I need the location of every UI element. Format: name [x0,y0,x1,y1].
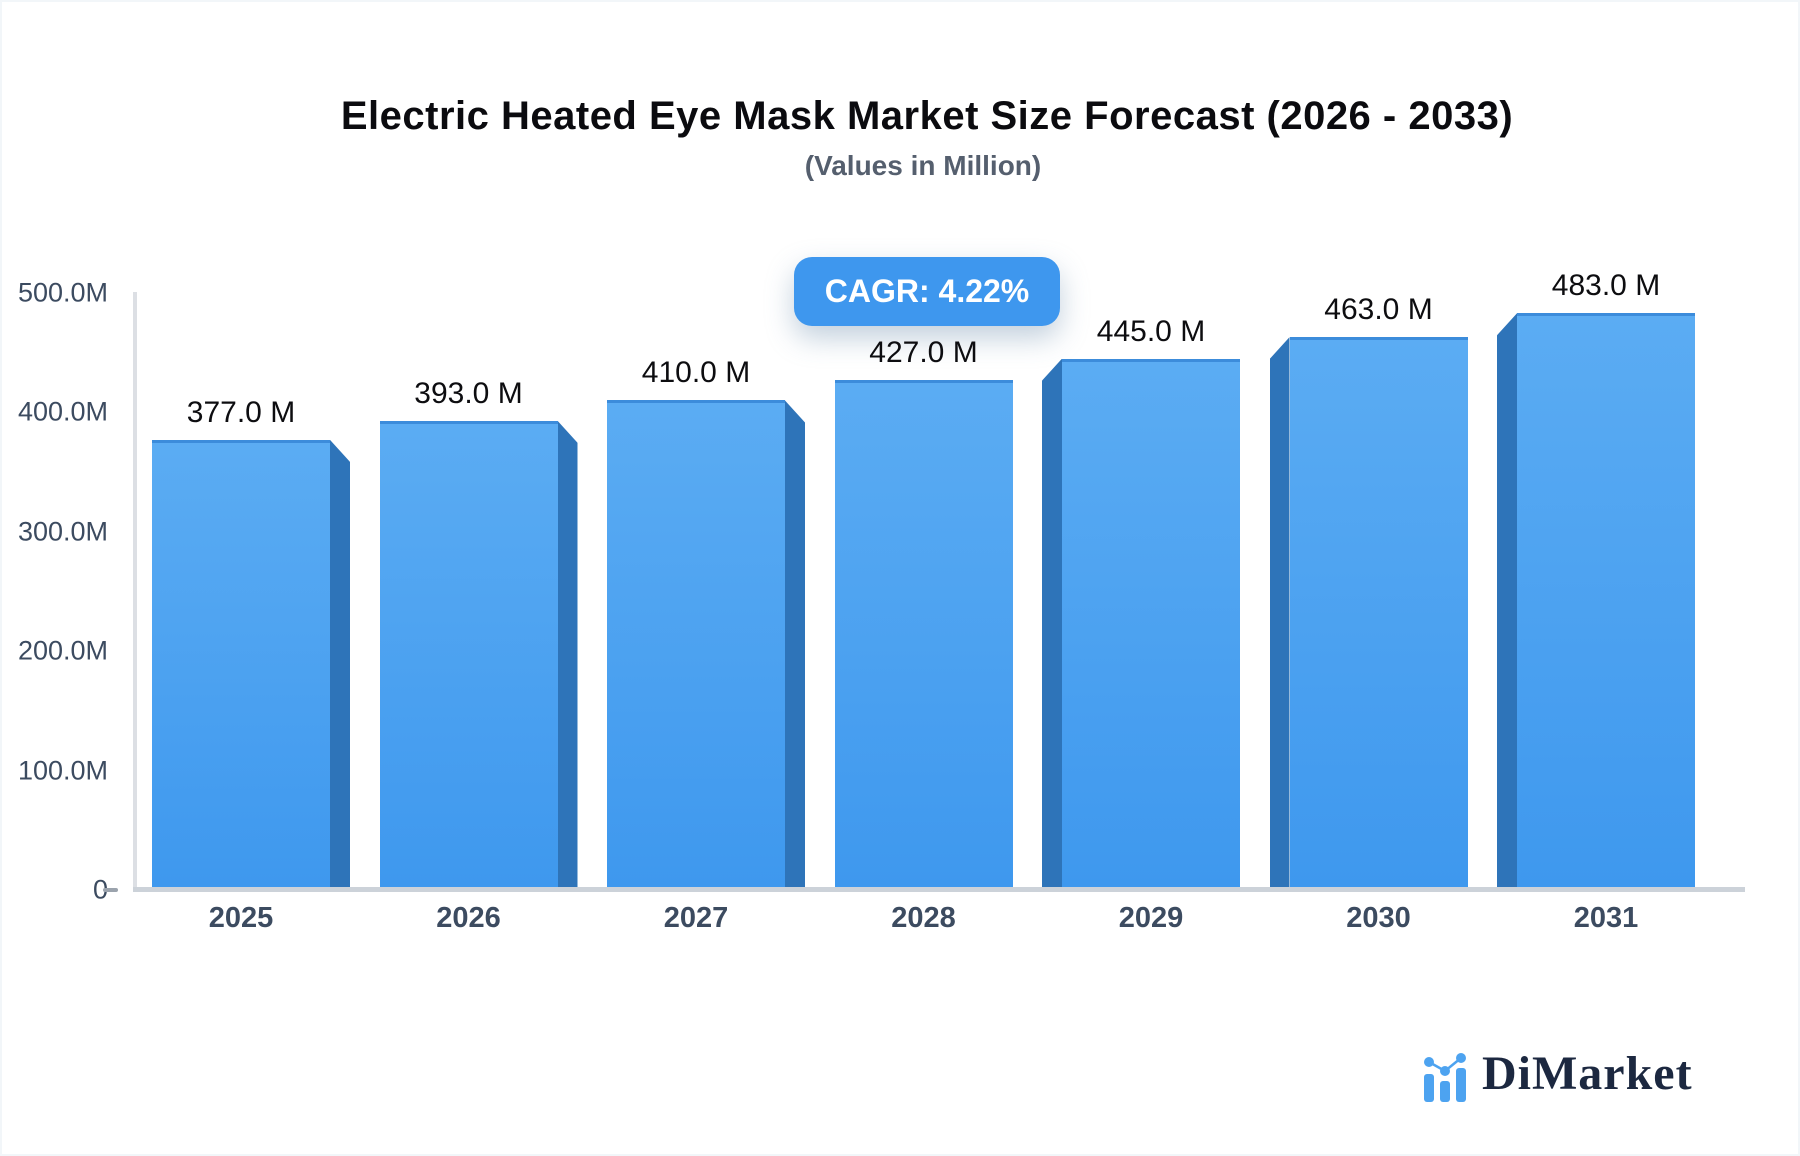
x-axis-baseline [133,887,1745,892]
y-axis-tick-label: 0 [92,874,108,905]
bar-front-face [1517,313,1695,890]
x-axis-tick-label: 2026 [436,902,501,934]
x-axis-tick-label: 2027 [663,902,729,934]
bar-value-label: 393.0 M [414,376,523,410]
y-axis-tick-label: 300.0M [17,516,108,547]
x-axis-tick-label: 2028 [891,902,956,934]
bar-front-face [1289,337,1468,890]
x-axis-tick-label: 2025 [208,902,274,934]
bar-3d-side-face [330,439,350,890]
bar-3d-side-face [1269,337,1290,890]
bar-2028 [834,380,1013,890]
x-axis-tick-label: 2030 [1346,902,1411,934]
cagr-badge-label: CAGR: 4.22% [824,273,1030,309]
y-axis-tick-label: 200.0M [17,635,108,666]
chart-subtitle: (Values in Million) [804,150,1042,181]
y-axis-tick-label: 100.0M [17,755,108,786]
x-axis-tick-label: 2031 [1573,902,1639,934]
bar-3d-side-face [785,400,805,890]
bar-2026 [379,420,578,890]
bar-front-face [1062,358,1240,890]
bar-value-label: 483.0 M [1551,269,1661,303]
bar-value-label: 463.0 M [1324,293,1433,327]
cagr-badge: CAGR: 4.22% [794,257,1060,326]
x-axis-tick-label: 2029 [1118,902,1184,934]
bar-2027 [607,400,805,890]
bar-2031 [1497,313,1695,890]
dimarket-logo: DiMarket [1422,1038,1702,1102]
y-axis-line [133,292,137,890]
bar-2030 [1269,337,1468,890]
bar-front-face [379,420,558,890]
bar-3d-side-face [1497,313,1517,890]
chart-title: Electric Heated Eye Mask Market Size For… [340,94,1514,138]
bar-front-face [607,400,785,890]
bar-front-face [152,439,330,890]
mini-bar-chart-icon [1424,1053,1466,1102]
y-axis-tick-label: 500.0M [17,277,108,308]
bar-3d-side-face [557,420,578,890]
bar-2025 [152,439,350,890]
bar-value-label: 427.0 M [869,336,978,370]
bar-value-label: 410.0 M [641,356,751,390]
bar-value-label: 377.0 M [186,395,296,429]
bar-value-label: 445.0 M [1096,314,1206,348]
y-axis-zero-tick [103,888,118,892]
bar-front-face [834,380,1013,890]
bar-3d-side-face [1042,358,1062,890]
y-axis-tick-label: 400.0M [17,396,108,427]
dimarket-logo-text: DiMarket [1482,1047,1693,1100]
bar-2029 [1042,358,1240,890]
